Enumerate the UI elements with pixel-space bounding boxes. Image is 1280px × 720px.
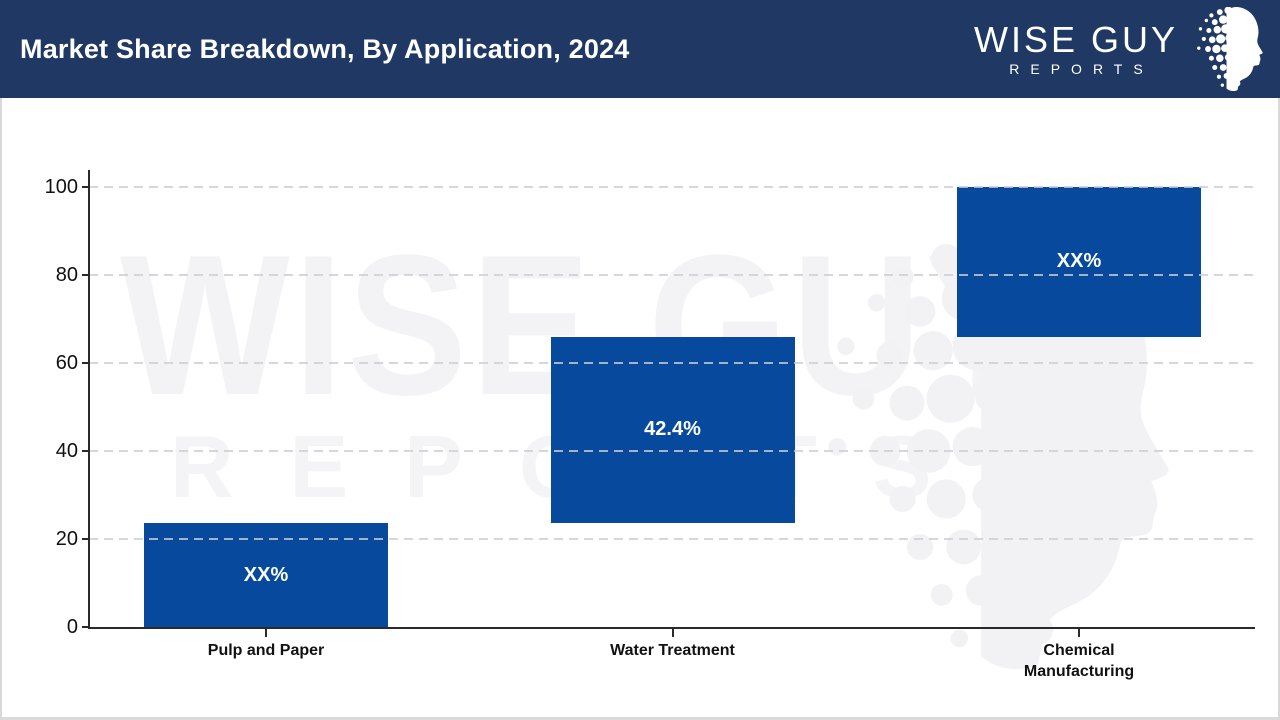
logo-wordmark: WISE GUY <box>973 19 1178 61</box>
y-tick-label: 40 <box>55 440 78 462</box>
y-tick-mark <box>82 274 89 276</box>
x-category-label: Pulp and Paper <box>207 642 325 659</box>
y-tick-label: 80 <box>55 264 78 286</box>
y-tick-mark <box>82 626 89 628</box>
header-bar: Market Share Breakdown, By Application, … <box>0 0 1280 98</box>
x-axis-line <box>88 627 1255 629</box>
bar-value-label: XX% <box>1056 250 1102 273</box>
x-tick-mark <box>1078 629 1080 637</box>
y-tick-label: 0 <box>66 616 78 638</box>
bar-segment: XX% <box>957 187 1201 337</box>
x-tick-mark <box>265 629 267 637</box>
y-axis-line <box>88 170 90 629</box>
bar-value-label: XX% <box>243 563 289 586</box>
y-tick-label: 20 <box>55 528 78 550</box>
y-tick-label: 60 <box>55 352 78 374</box>
chart-title: Market Share Breakdown, By Application, … <box>20 33 630 64</box>
y-tick-mark <box>82 538 89 540</box>
dotted-head-logo-icon <box>1197 7 1263 91</box>
y-tick-label: 100 <box>44 176 78 198</box>
bar-value-label: 42.4% <box>644 418 701 441</box>
x-category-label: Water Treatment <box>610 642 735 659</box>
bar-segment: 42.4% <box>550 336 795 524</box>
x-category-label: Chemical Manufacturing <box>1023 642 1135 680</box>
y-gridline <box>89 362 1255 364</box>
bar-segment: XX% <box>144 523 388 627</box>
y-tick-mark <box>82 450 89 452</box>
x-tick-mark <box>671 629 674 637</box>
y-gridline <box>89 274 1255 276</box>
y-tick-mark <box>82 186 89 188</box>
logo-text: WISE GUY REPORTS <box>974 21 1178 77</box>
wise-guy-reports-logo: WISE GUY REPORTS <box>974 7 1266 91</box>
y-gridline <box>89 538 1255 540</box>
logo-subtitle: REPORTS <box>1009 60 1154 77</box>
y-gridline <box>89 450 1255 452</box>
y-gridline <box>89 186 1255 188</box>
y-tick-mark <box>82 362 89 364</box>
